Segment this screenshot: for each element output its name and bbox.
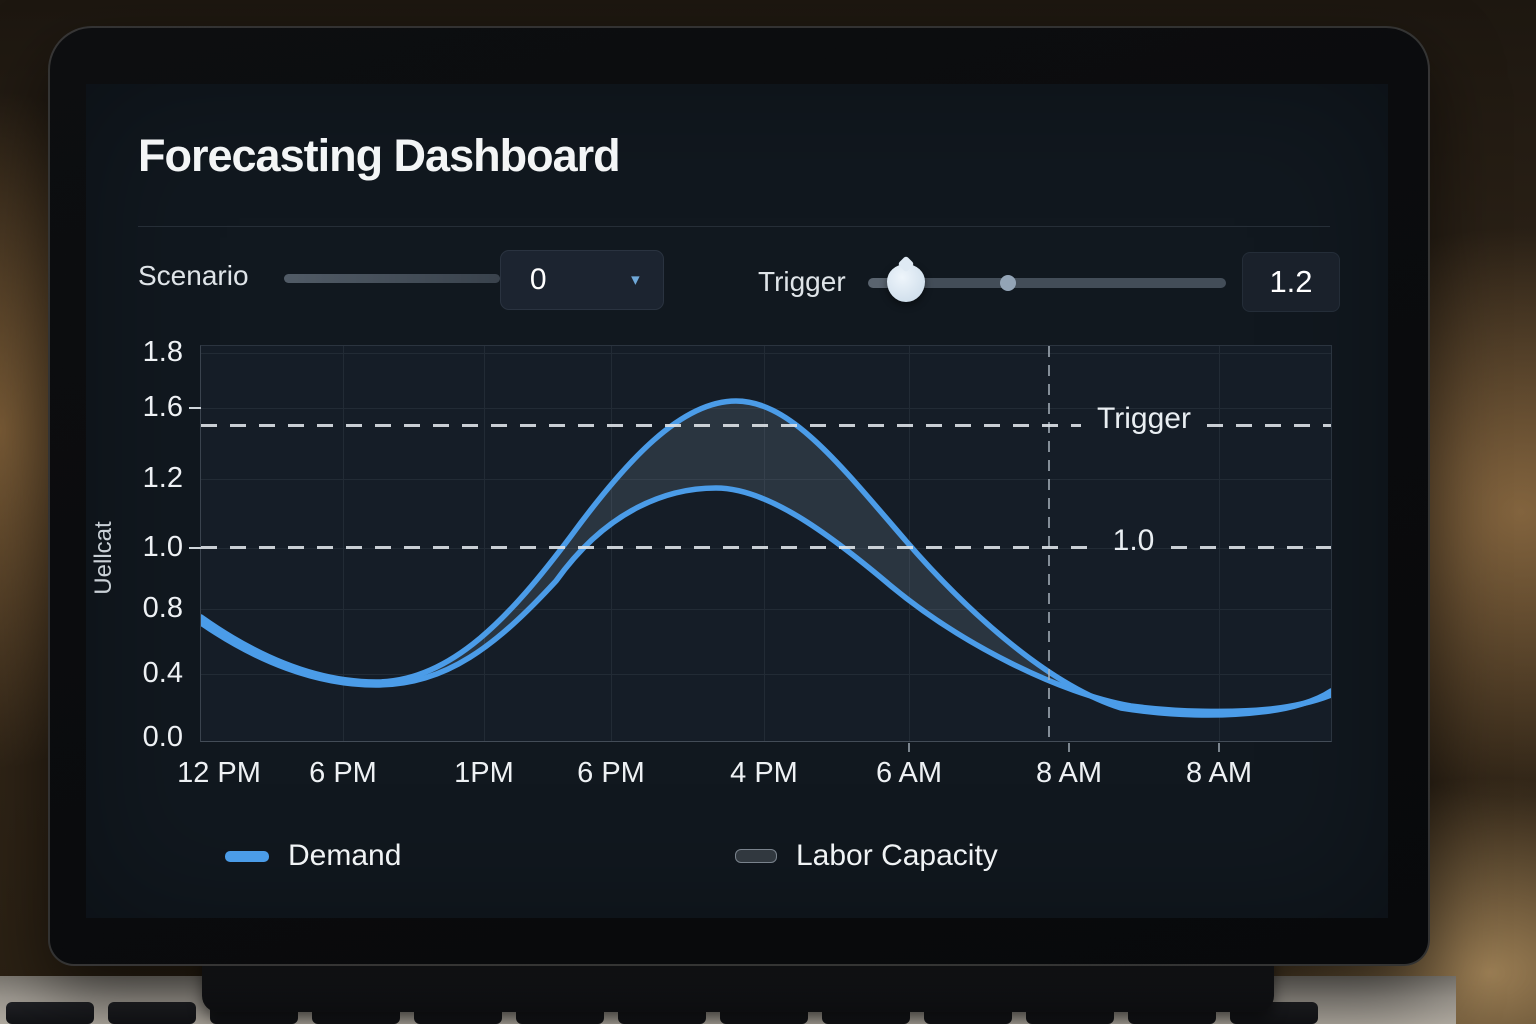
legend-item-demand[interactable]: Demand [225,836,401,876]
scenario-label: Scenario [138,260,249,291]
y-tick: 0.4 [142,657,183,689]
x-tick: 6 PM [309,757,377,789]
x-tick: 6 PM [577,757,645,789]
y-axis-title: Uellcat [90,521,117,595]
keyboard-key [6,1002,94,1024]
trigger-label: Trigger [758,266,846,297]
gridline [201,479,1331,480]
legend-label: Labor Capacity [796,839,998,872]
trigger-value: 1.2 [1269,264,1313,299]
trigger-line-label: Trigger [1097,402,1191,435]
trigger-slider[interactable] [868,278,1226,288]
trigger-value-box[interactable]: 1.2 [1242,252,1340,312]
y-tick-mark [189,407,201,409]
gridline [611,346,612,741]
y-tick: 0.8 [142,592,183,624]
trigger-threshold-line [1207,424,1331,427]
x-tick: 6 AM [875,757,943,789]
forecast-chart: Trigger 1.0 1.8 1.6 1.2 1.0 0.8 0.4 0.0 … [90,336,1332,789]
scenario-band-fill [201,401,1331,716]
scenario-dropdown-value: 0 [529,263,547,296]
x-tick: 8 AM [1185,757,1253,789]
gridline [201,609,1331,610]
y-tick: 0.0 [142,721,183,753]
scenario-dropdown[interactable]: 0 ▾ [500,250,664,310]
demand-line-lower [201,485,1331,715]
legend-label: Demand [288,839,402,872]
demand-line-upper [201,398,1331,718]
x-tick-mark [1068,743,1070,752]
chevron-down-icon: ▾ [631,270,640,289]
legend-item-labor-capacity[interactable]: Labor Capacity [735,836,998,876]
x-tick-mark [1218,743,1220,752]
keyboard-key [108,1002,196,1024]
divider [138,226,1330,227]
y-tick: 1.8 [142,336,183,368]
page-title: Forecasting Dashboard [138,130,621,181]
labor-capacity-swatch [735,849,777,863]
gridline [1219,346,1220,741]
gridline [484,346,485,741]
trigger-threshold-line [201,424,1081,427]
capacity-line [201,546,1096,549]
y-tick-mark [189,547,201,549]
x-tick: 1PM [454,757,514,789]
screen: Forecasting Dashboard Scenario 0 ▾ Trigg… [86,84,1388,918]
gridline [764,346,765,741]
demand-curves [201,398,1331,718]
capacity-line-label: 1.0 [1112,524,1155,557]
x-tick: 4 PM [730,757,798,789]
x-tick: 8 AM [1035,757,1103,789]
y-tick: 1.2 [142,462,183,494]
demand-swatch [225,850,269,862]
capacity-line [1171,546,1331,549]
y-tick: 1.6 [142,391,183,423]
gridline [201,353,1331,354]
gridline [201,674,1331,675]
trigger-time-vline [1048,346,1050,741]
trigger-slider-handle[interactable] [887,264,925,302]
y-tick: 1.0 [142,531,183,563]
trigger-slider-handle-secondary[interactable] [1000,275,1016,291]
x-tick-mark [908,743,910,752]
scenario-slider[interactable] [284,274,500,283]
gridline [343,346,344,741]
x-tick: 12 PM [177,757,261,789]
